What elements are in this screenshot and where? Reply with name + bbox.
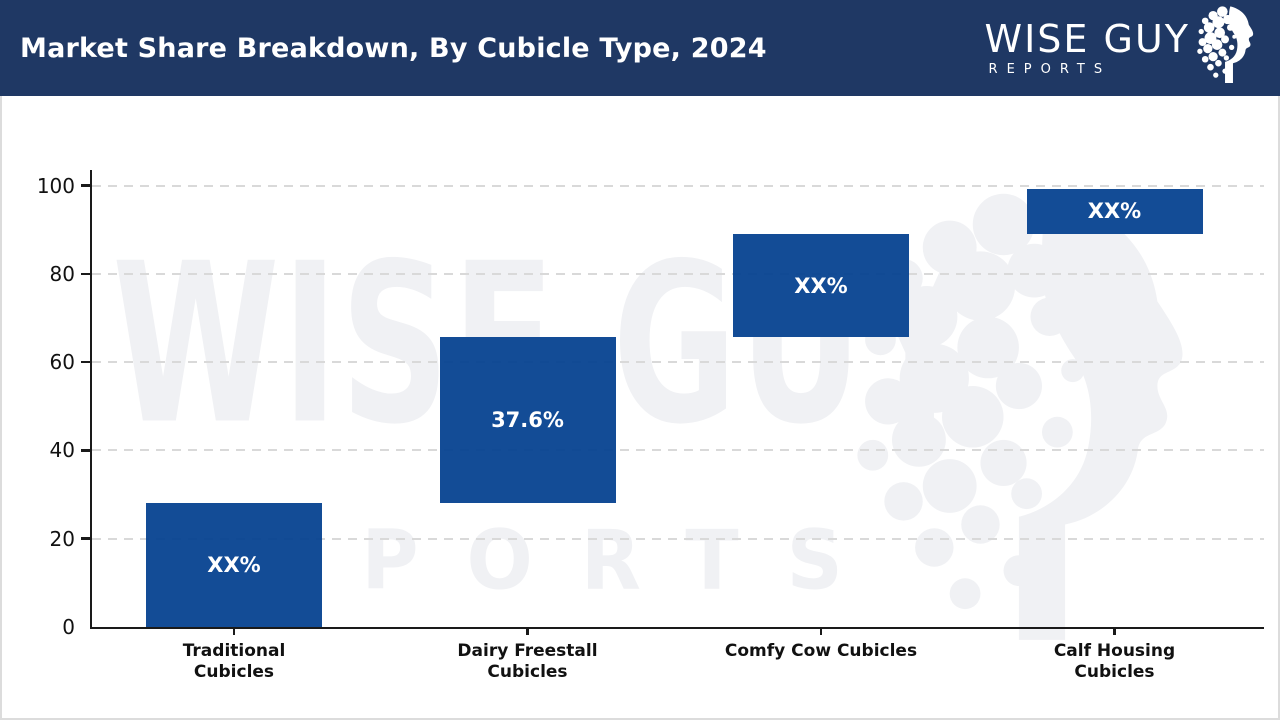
y-axis-label: 80 [49, 261, 75, 286]
gridline [92, 272, 1264, 275]
header-band: Market Share Breakdown, By Cubicle Type,… [0, 0, 1280, 96]
bar-value-label: XX% [794, 273, 848, 298]
watermark-face-icon [857, 193, 1183, 640]
bar-value-label: XX% [1087, 199, 1142, 224]
x-axis-tick [232, 627, 236, 635]
y-axis-tick [81, 449, 90, 452]
wise-guy-logo-text: WISE GUY REPORTS [985, 20, 1190, 76]
chart-canvas: WISE GUY REPORTS 0 20 40 60 80 100 XX% Traditio… [0, 96, 1280, 720]
x-axis-tick [1113, 627, 1116, 635]
gridline [92, 537, 1264, 540]
logo-brand-name: WISE GUY [984, 17, 1190, 61]
y-axis-tick [81, 184, 90, 187]
y-axis-label: 60 [49, 350, 75, 375]
y-axis-tick [81, 272, 90, 276]
bar-segment: 37.6% [439, 337, 616, 504]
bar-segment: XX% [146, 503, 322, 627]
y-axis-tick [81, 360, 90, 364]
page-title: Market Share Breakdown, By Cubicle Type,… [20, 32, 767, 64]
y-axis-tick [81, 537, 90, 540]
bar-value-label: XX% [207, 553, 261, 578]
x-axis-tick [526, 627, 529, 635]
x-axis-tick [819, 627, 823, 635]
wise-guy-logo: WISE GUY REPORTS [985, 5, 1266, 91]
gridline [92, 449, 1264, 452]
bar-value-label: 37.6% [491, 408, 564, 433]
x-axis-category-label: Comfy Cow Cubicles [724, 641, 918, 661]
wise-guy-face-icon [1197, 6, 1254, 84]
x-axis-category-label: Dairy Freestall Cubicles [457, 641, 598, 682]
bar-segment: XX% [1026, 189, 1203, 234]
plot-area: 0 20 40 60 80 100 XX% Traditional Cubicles 37.6% D… [37, 170, 1264, 682]
y-axis-label: 0 [62, 615, 75, 639]
logo-brand-sub: REPORTS [988, 62, 1112, 77]
bar-segment: XX% [733, 233, 909, 338]
gridline [92, 361, 1264, 364]
y-axis-label: 40 [49, 438, 75, 463]
gridline [92, 184, 1264, 187]
x-axis-category-label: Calf Housing Cubicles [1053, 641, 1176, 682]
y-axis-label: 20 [49, 526, 75, 551]
x-axis-category-label: Traditional Cubicles [182, 641, 286, 682]
y-axis-label: 100 [36, 173, 75, 198]
